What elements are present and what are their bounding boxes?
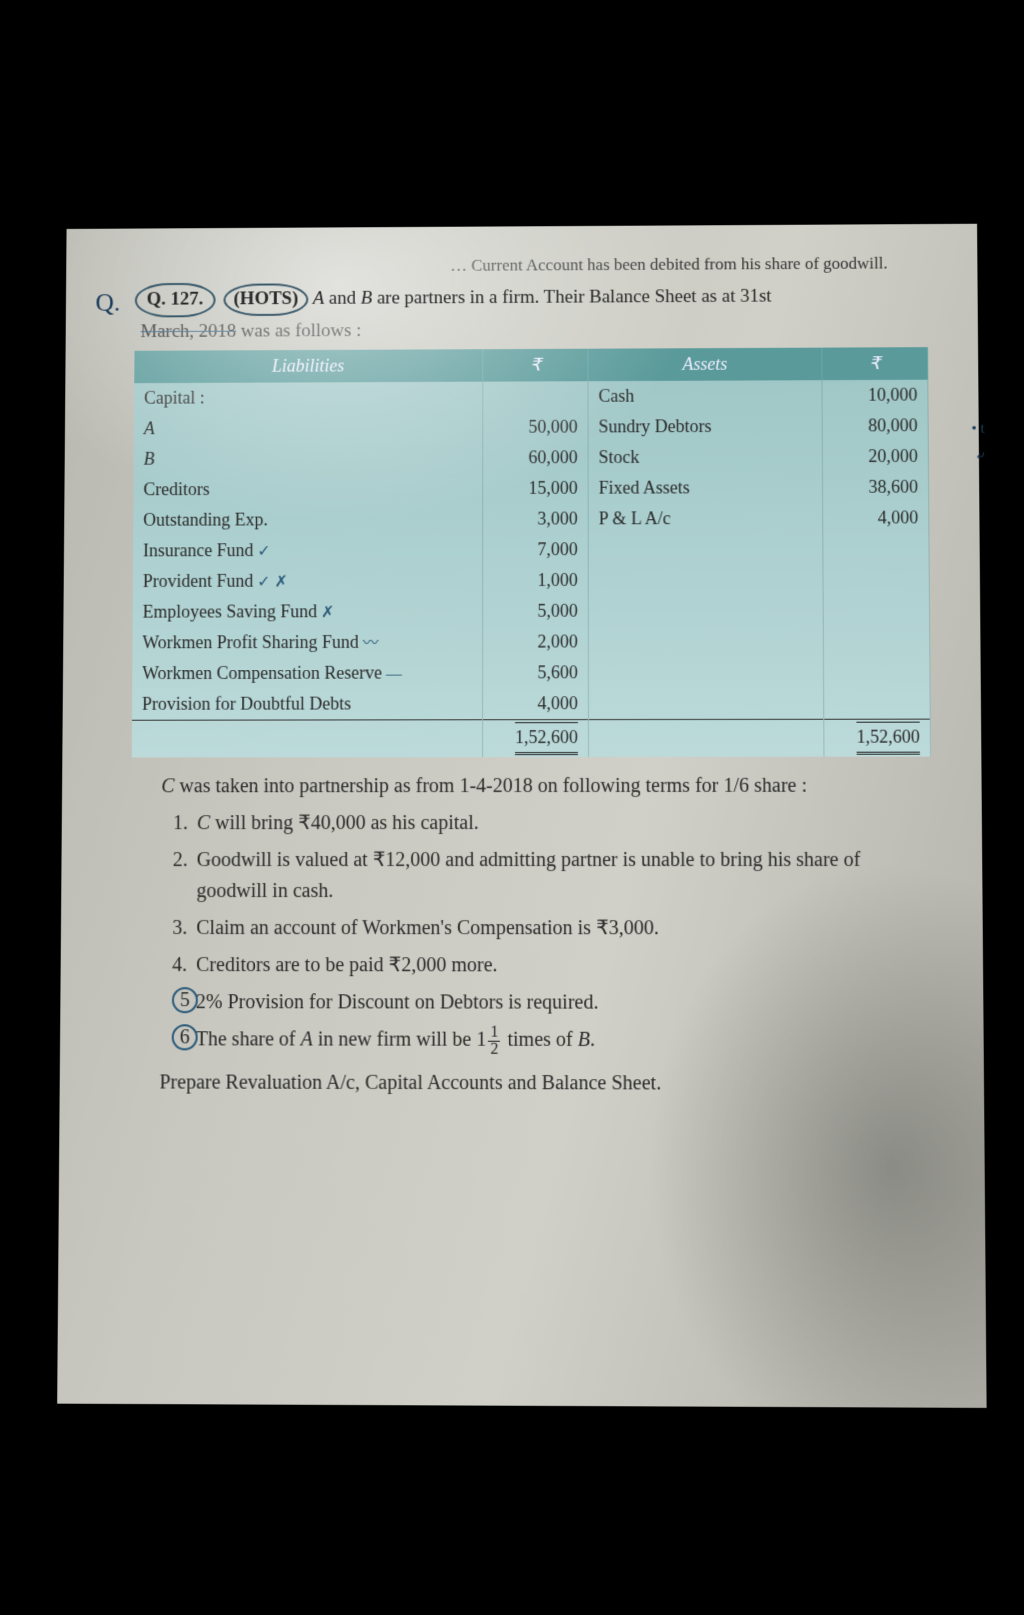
liab-amount: 2,000 — [483, 626, 589, 657]
liab-amount: 15,000 — [483, 473, 588, 504]
balance-sheet-table: Liabilities ₹ Assets ₹ Capital : Cash10,0… — [132, 347, 931, 757]
asset-label: Cash — [588, 380, 822, 412]
liab-label: Outstanding Exp. — [133, 504, 483, 536]
asset-label — [588, 595, 823, 626]
question-line2: March, 2018 was as follows : — [140, 317, 928, 342]
asset-total: 1,52,600 — [824, 719, 931, 757]
liab-label: Insurance Fund ✓ — [133, 534, 483, 566]
asset-amount: 20,000 — [822, 441, 928, 472]
asset-amount — [823, 625, 929, 656]
asset-amount: 4,000 — [823, 502, 929, 533]
asset-amount — [823, 533, 929, 564]
prepare-instruction: Prepare Revaluation A/c, Capital Account… — [129, 1071, 933, 1096]
liab-label: Workmen Compensation Reserve — — [132, 657, 483, 688]
liab-amount: 7,000 — [483, 534, 588, 565]
term-item: 2.Goodwill is valued at ₹12,000 and admi… — [173, 844, 922, 906]
liab-amount: 1,000 — [483, 565, 588, 596]
term-number: 6 — [172, 1024, 198, 1050]
liab-total: 1,52,600 — [483, 719, 589, 757]
liab-amount: 5,600 — [483, 657, 589, 688]
col-rs2: ₹ — [822, 347, 928, 380]
liab-label: Provident Fund ✓ ✗ — [133, 565, 483, 597]
term-number: 2. — [173, 845, 188, 876]
margin-annotation: Q. — [95, 285, 120, 321]
question-number: Q. 127. — [135, 283, 216, 317]
asset-label — [588, 533, 823, 564]
terms-block: C was taken into partnership as from 1-4… — [130, 770, 933, 1058]
term-number: 5 — [172, 987, 198, 1013]
asset-amount — [824, 687, 930, 719]
term-number: 4. — [172, 950, 187, 981]
asset-label — [588, 657, 823, 688]
asset-label: Fixed Assets — [588, 472, 823, 503]
term-item: 1.C will bring ₹40,000 as his capital. — [173, 807, 922, 838]
liab-amount: 4,000 — [483, 688, 589, 720]
liab-label: B — [134, 442, 483, 474]
liab-label: Workmen Profit Sharing Fund 〰 — [132, 626, 482, 657]
asset-label: Sundry Debtors — [588, 410, 822, 442]
asset-amount: 38,600 — [823, 471, 929, 502]
col-liabilities: Liabilities — [134, 349, 483, 383]
hand-annot-2: ⤶ — [976, 447, 985, 465]
term-number: 3. — [172, 913, 187, 944]
asset-amount: 10,000 — [822, 379, 928, 410]
liab-label: Employees Saving Fund ✗ — [133, 596, 483, 628]
liab-amount: 5,000 — [483, 595, 588, 626]
col-rs1: ₹ — [483, 348, 588, 381]
prev-question-tail: … Current Account has been debited from … — [135, 254, 928, 278]
term-item: 52% Provision for Discount on Debtors is… — [172, 987, 923, 1019]
liab-label: A — [134, 412, 483, 444]
asset-label — [588, 626, 823, 657]
term-item: 6The share of A in new firm will be 112 … — [172, 1024, 923, 1058]
partner-a: A — [313, 288, 325, 309]
term-item: 3.Claim an account of Workmen's Compensa… — [172, 913, 922, 944]
asset-amount: 80,000 — [822, 410, 928, 441]
textbook-page: … Current Account has been debited from … — [57, 224, 986, 1408]
asset-label: Stock — [588, 441, 823, 473]
liab-amount — [483, 381, 588, 412]
partner-b: B — [361, 288, 373, 309]
asset-amount — [823, 595, 929, 626]
liab-label: Provision for Doubtful Debts — [132, 688, 483, 720]
liab-amount: 50,000 — [483, 411, 588, 442]
terms-list: 1.C will bring ₹40,000 as his capital. 2.… — [160, 807, 923, 1058]
term-number: 1. — [173, 808, 188, 839]
asset-label — [588, 564, 823, 595]
liab-amount: 60,000 — [483, 442, 588, 473]
question-heading: Q. Q. 127. (HOTS) A and B are partners i… — [135, 279, 928, 317]
terms-lead: C was taken into partnership as from 1-4… — [161, 770, 921, 802]
asset-amount — [824, 656, 930, 687]
liab-label: Creditors — [133, 473, 483, 505]
hots-tag: (HOTS) — [224, 283, 308, 315]
term-item: 4.Creditors are to be paid ₹2,000 more. — [172, 950, 922, 982]
asset-label: P & L A/c — [588, 502, 823, 533]
liab-amount: 3,000 — [483, 503, 588, 534]
liab-label: Capital : — [134, 381, 483, 413]
hand-annot-1: • t — [971, 421, 984, 438]
asset-amount — [823, 564, 929, 595]
asset-label — [588, 687, 824, 719]
col-assets: Assets — [588, 347, 822, 381]
